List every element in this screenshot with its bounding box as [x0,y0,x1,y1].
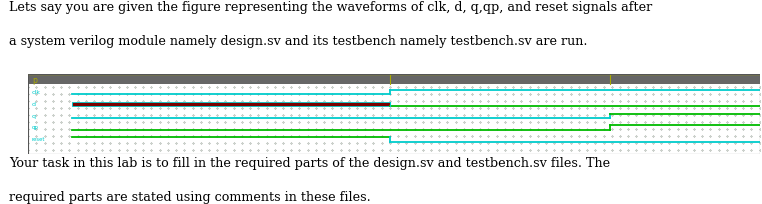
Text: qp: qp [32,125,39,130]
Bar [72,102,390,107]
Text: a system verilog module namely design.sv and its testbench namely testbench.sv a: a system verilog module namely design.sv… [9,35,588,48]
Text: Your task in this lab is to fill in the required parts of the design.sv and test: Your task in this lab is to fill in the … [9,156,610,169]
Text: clk: clk [32,90,41,94]
Text: reset: reset [32,137,46,142]
Bar [28,74,760,85]
Text: d: d [32,102,36,107]
Text: q: q [32,113,36,118]
Text: required parts are stated using comments in these files.: required parts are stated using comments… [9,190,371,203]
Text: p: p [32,75,37,84]
Text: Lets say you are given the figure representing the waveforms of clk, d, q,qp, an: Lets say you are given the figure repres… [9,1,652,14]
